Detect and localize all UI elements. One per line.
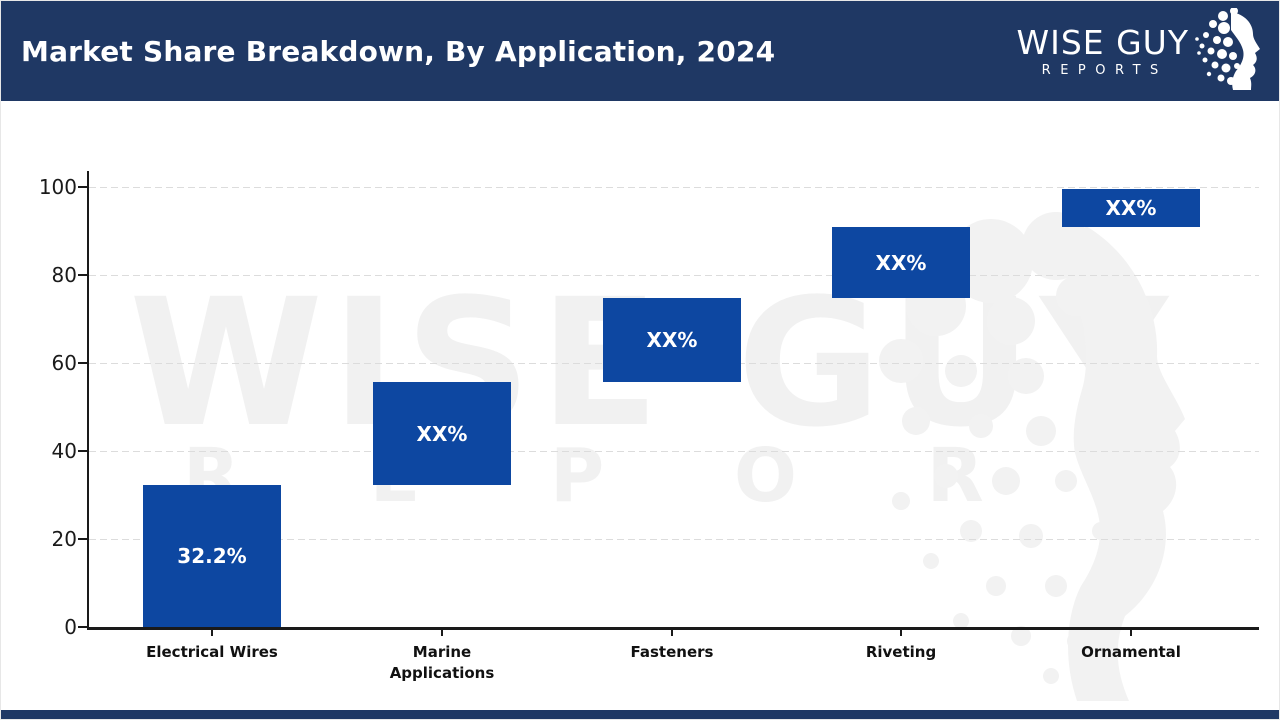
x-tick-mark (1130, 630, 1132, 636)
logo-subtext: REPORTS (1041, 62, 1168, 78)
header-bar: Market Share Breakdown, By Application, … (1, 1, 1279, 101)
page-title: Market Share Breakdown, By Application, … (21, 34, 776, 68)
y-tick-label: 0 (64, 615, 77, 639)
chart-bar: XX% (603, 298, 741, 382)
y-tick-label: 60 (51, 351, 77, 375)
bar-value-label: XX% (646, 328, 698, 353)
x-axis-line (87, 627, 1259, 630)
y-tick-mark (78, 626, 87, 628)
chart-bar: XX% (373, 381, 511, 486)
y-tick-mark (78, 538, 87, 540)
y-tick-label: 40 (51, 439, 77, 463)
plot-area: 0 20 40 60 80 100 32.2% Electrical Wires XX% Mari… (39, 171, 1259, 682)
y-tick-mark (78, 274, 87, 276)
logo-word: WISE GUY (1016, 22, 1189, 62)
grid-line (89, 539, 1259, 540)
x-axis-label: Electrical Wires (146, 643, 278, 661)
x-tick-mark (211, 630, 213, 636)
chart-bar: XX% (1062, 188, 1200, 228)
bar-value-label: XX% (1105, 196, 1157, 221)
logo-wordmark: WISE GUY REPORTS (1016, 26, 1189, 77)
x-tick-mark (671, 630, 673, 636)
x-axis-label: Riveting (865, 643, 937, 661)
y-tick-mark (78, 362, 87, 364)
y-tick-mark (78, 450, 87, 452)
bar-value-label: XX% (875, 250, 927, 275)
y-tick-label: 100 (38, 175, 77, 199)
logo-head-icon (1193, 7, 1267, 94)
chart-area: WISE GUY R E P O R T S (1, 101, 1279, 712)
chart-bar: 32.2% (143, 485, 281, 627)
y-tick-label: 80 (51, 263, 77, 287)
bar-value-label: XX% (416, 421, 468, 446)
wiseguy-logo: WISE GUY REPORTS (1016, 7, 1279, 94)
x-axis-label: Marine Applications (389, 643, 495, 682)
grid-line (89, 275, 1259, 276)
chart-bar: XX% (832, 227, 970, 299)
y-tick-label: 20 (51, 527, 77, 551)
bar-value-label: 32.2% (177, 544, 247, 569)
grid-line (89, 187, 1259, 188)
y-tick-mark (78, 186, 87, 188)
x-axis-label: Ornamental (1081, 643, 1181, 661)
footer-bar (1, 710, 1279, 719)
x-tick-mark (900, 630, 902, 636)
x-axis-label: Fasteners (630, 643, 714, 661)
grid-line (89, 451, 1259, 452)
x-tick-mark (441, 630, 443, 636)
y-axis-line (87, 171, 89, 629)
